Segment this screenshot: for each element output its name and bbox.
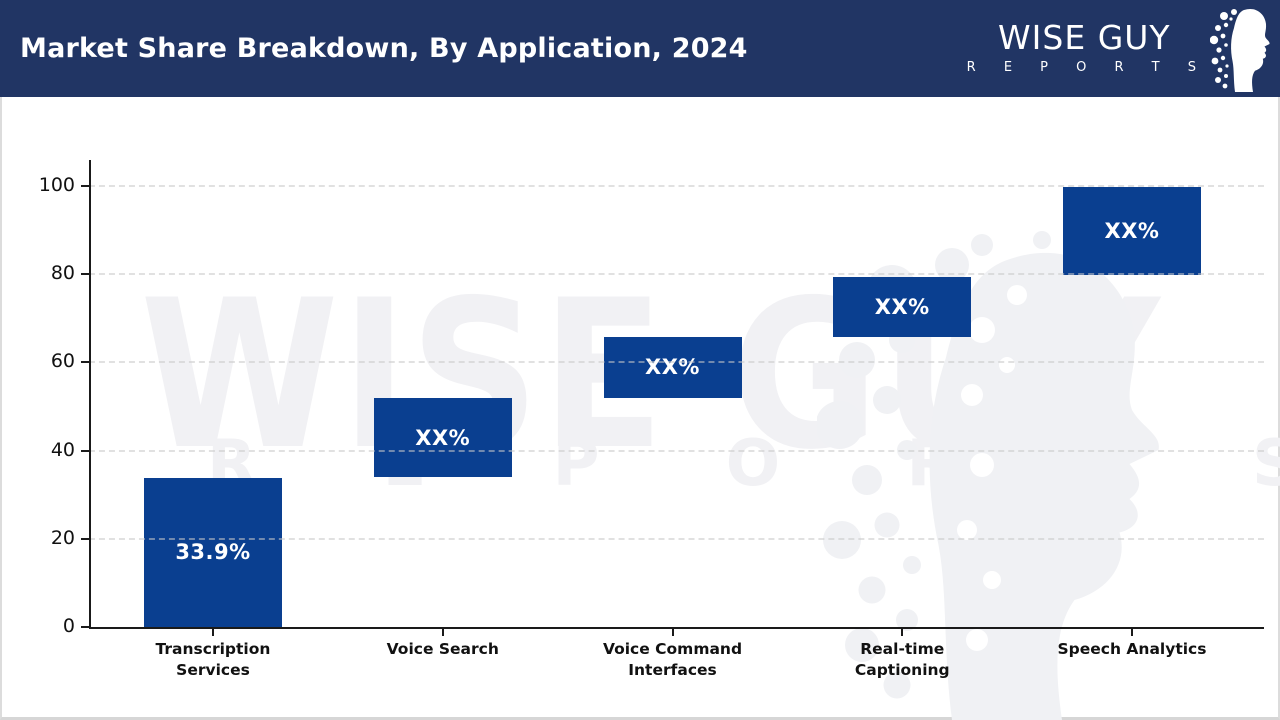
watermark-head-icon: [817, 231, 1159, 720]
y-axis-tick-label: 40: [50, 438, 75, 461]
x-axis-category-label: Voice Command Interfaces: [558, 639, 788, 681]
page-title: Market Share Breakdown, By Application, …: [20, 33, 748, 64]
chart-area: WISE GUY R E P O R T S: [0, 97, 1280, 720]
y-axis-tick-label: 20: [50, 526, 75, 549]
x-axis-tick-mark: [1131, 629, 1133, 636]
y-axis-tick-mark: [81, 449, 89, 452]
x-axis-category-label-line: Voice Search: [386, 640, 499, 658]
y-axis-tick-label: 80: [50, 262, 75, 285]
x-axis-tick-mark: [901, 629, 904, 636]
x-axis-category-label-line: Speech Analytics: [1057, 640, 1207, 658]
gridline-40: [89, 449, 1264, 452]
bar-value-label: XX%: [1104, 218, 1160, 243]
bar-value-label: XX%: [415, 425, 471, 450]
bar-segment: XX%: [603, 336, 742, 399]
y-axis-tick-label: 60: [50, 350, 75, 373]
y-axis-tick-mark: [81, 185, 89, 187]
bar-segment: XX%: [1063, 186, 1201, 276]
y-axis-tick-mark: [81, 626, 89, 628]
x-axis-category-label-line: Interfaces: [628, 661, 717, 679]
x-axis-category-label-line: Voice Command: [602, 640, 743, 658]
bar-segment: 33.9%: [144, 477, 282, 627]
gridline-20: [89, 537, 1264, 540]
x-axis-category-label-line: Transcription: [155, 640, 271, 658]
logo-head-icon: [1210, 8, 1270, 92]
x-axis-tick-mark: [212, 629, 214, 636]
bar-value-label: XX%: [874, 294, 930, 319]
x-axis-category-label: Speech Analytics: [1017, 639, 1247, 660]
brand-subtitle: R E P O R T S: [966, 60, 1208, 75]
gridline-80: [89, 273, 1264, 276]
gridline-60: [89, 361, 1264, 364]
y-axis-tick-mark: [81, 273, 89, 276]
y-axis-tick-label: 100: [38, 174, 75, 196]
x-axis-category-label: Real-time Captioning: [787, 639, 1017, 681]
brand-text: WISE GUY R E P O R T S: [961, 18, 1208, 75]
x-axis-category-label-line: Real-time: [860, 640, 945, 658]
brand-name: WISE GUY: [998, 18, 1171, 57]
x-axis-category-label-line: Captioning: [854, 661, 950, 679]
header: Market Share Breakdown, By Application, …: [0, 0, 1280, 97]
bar-value-label: 33.9%: [175, 540, 251, 565]
gridline-100: [89, 185, 1264, 187]
y-axis-tick-mark: [81, 537, 89, 540]
x-axis-tick-mark: [671, 629, 674, 636]
x-axis-category-label: Voice Search: [328, 639, 558, 660]
bar-value-label: XX%: [645, 355, 700, 380]
brand-logo: WISE GUY R E P O R T S: [967, 0, 1274, 97]
y-axis-tick-label: 0: [62, 615, 75, 637]
x-axis-tick-mark: [441, 629, 444, 636]
y-axis-tick-mark: [81, 361, 89, 364]
x-axis: [89, 627, 1264, 629]
y-axis: [89, 159, 91, 629]
x-axis-category-label: Transcription Services: [98, 639, 328, 681]
bar-segment: XX%: [833, 276, 972, 337]
x-axis-category-label-line: Services: [176, 661, 250, 679]
bar-segment: XX%: [373, 398, 512, 478]
